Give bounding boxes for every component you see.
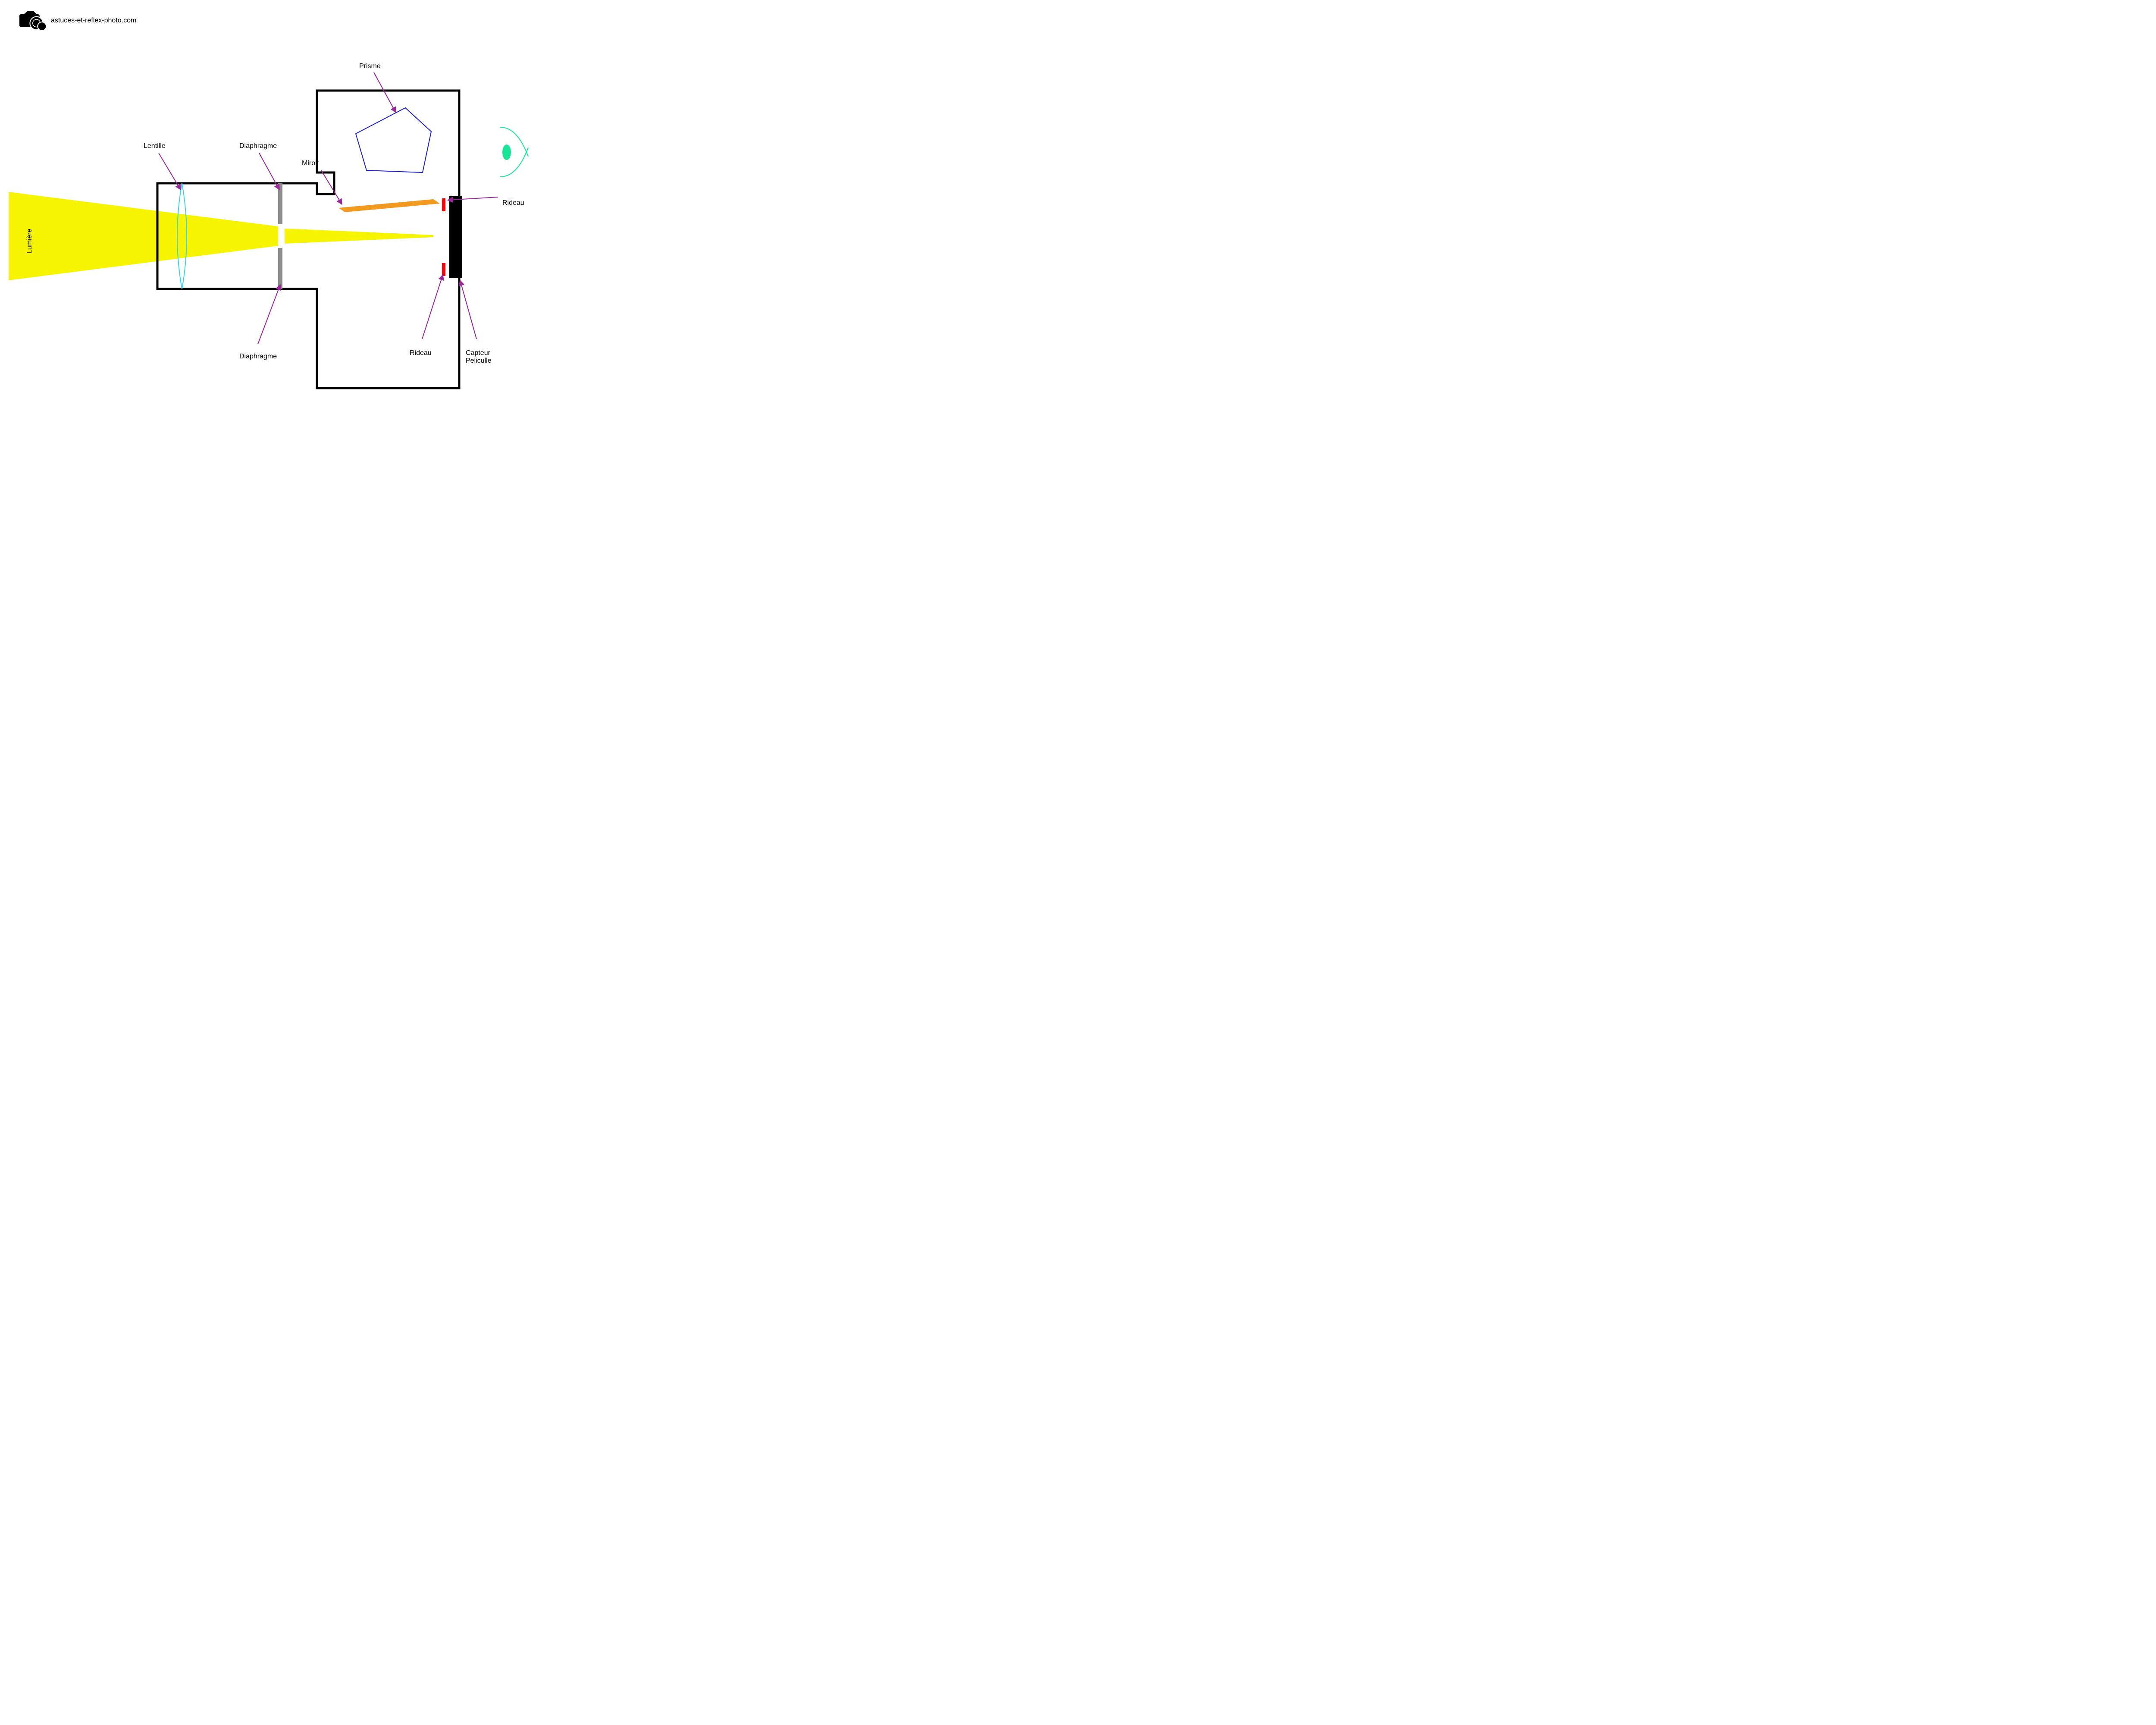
curtain-top <box>442 198 445 211</box>
arrow-rideau_bot <box>422 275 443 339</box>
site-url: astuces-et-reflex-photo.com <box>51 17 136 25</box>
label-diaphragme-bot: Diaphragme <box>239 353 277 361</box>
arrow-prisme <box>374 72 396 113</box>
arrow-miroir <box>321 170 342 204</box>
label-lentille: Lentille <box>144 142 166 150</box>
camera-icon <box>19 11 46 31</box>
label-miroir: Miroir <box>302 160 319 167</box>
prism-shape <box>356 108 431 172</box>
label-rideau-bot: Rideau <box>410 349 432 357</box>
label-prisme: Prisme <box>359 63 381 70</box>
diagram-svg <box>0 0 539 431</box>
curtain-bottom <box>442 263 445 276</box>
light-beam-after <box>285 229 433 244</box>
label-capteur: Capteur Peliculle <box>466 349 492 365</box>
diagram-stage: astuces-et-reflex-photo.com Lumière Lent… <box>0 0 539 431</box>
label-lumiere: Lumière <box>26 229 34 254</box>
arrow-diaph_bot <box>258 285 280 344</box>
diaphragm-bottom <box>278 248 282 289</box>
label-diaphragme-top: Diaphragme <box>239 142 277 150</box>
label-rideau-top: Rideau <box>502 199 524 207</box>
eye-pupil <box>502 144 511 160</box>
sensor-shape <box>449 196 462 278</box>
mirror-shape <box>338 199 440 212</box>
arrow-capteur <box>460 280 476 339</box>
light-beam-main <box>9 192 278 280</box>
